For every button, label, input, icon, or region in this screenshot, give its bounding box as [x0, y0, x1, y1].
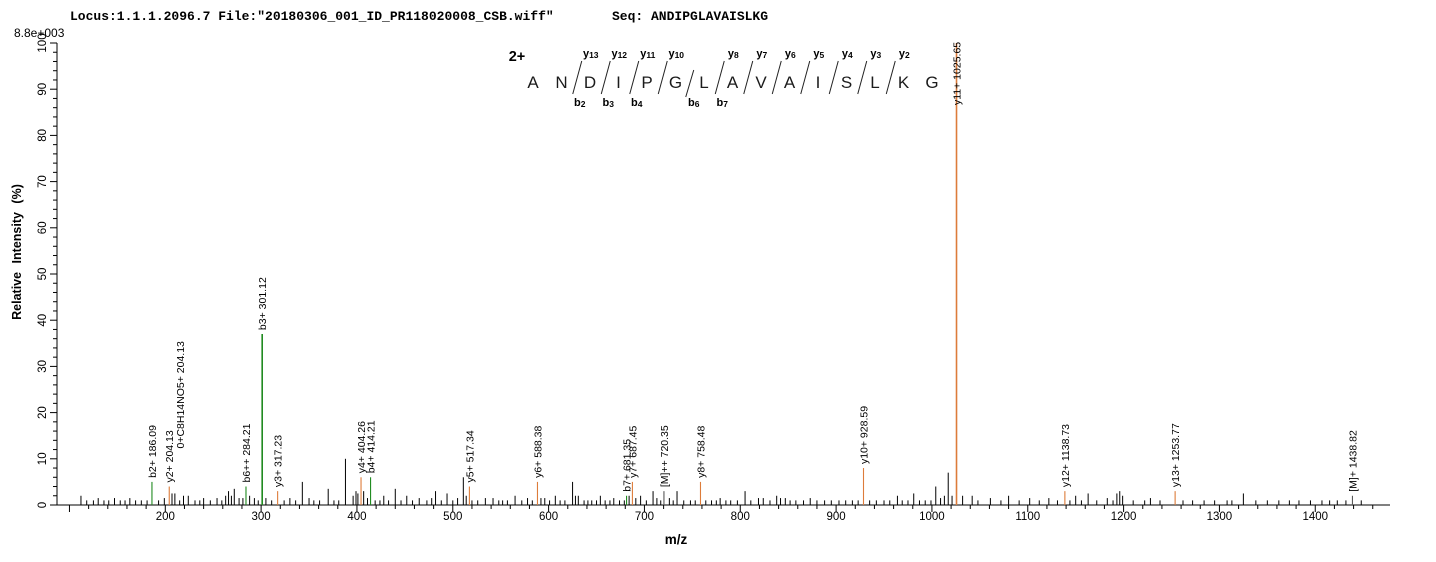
y-ion-label: y13 — [583, 48, 599, 60]
y-tick-label: 50 — [37, 268, 49, 281]
fragment-slash — [600, 60, 611, 95]
x-tick-label: 300 — [252, 511, 271, 523]
x-tick-label: 900 — [827, 511, 846, 523]
peak-label: y12+ 1138.73 — [1060, 424, 1072, 487]
peak-label: y4+ 404.26 — [356, 421, 368, 473]
y-tick-label: 90 — [37, 83, 49, 96]
y-tick-label: 20 — [37, 406, 49, 419]
y-axis-title: Relative Intensity (%) — [10, 184, 24, 320]
peak-label: y6+ 588.38 — [532, 425, 544, 477]
residue-letter: P — [641, 73, 652, 92]
x-tick-label: 700 — [635, 511, 654, 523]
y-ion-label: y12 — [611, 48, 627, 60]
y-ion-label: y11 — [640, 48, 655, 60]
peak-label: y13+ 1253.77 — [1170, 423, 1182, 487]
peak-label: b6++ 284.21 — [241, 423, 253, 482]
x-tick-label: 400 — [347, 511, 366, 523]
fragment-slash — [743, 60, 754, 95]
fragment-slash — [800, 60, 811, 95]
y-ion-label: y4 — [842, 48, 853, 60]
b-ion-label: b2 — [574, 97, 586, 109]
residue-letter: D — [584, 73, 596, 92]
sequence-header-label: Seq: ANDIPGLAVAISLKG — [612, 9, 768, 24]
x-axis-title: m/z — [665, 532, 688, 547]
axes: 0 10 20 30 40 50 60 70 80 90 100 200 300 400 500 600 700… — [37, 33, 1390, 523]
peak-label: [M]+ 1438.82 — [1347, 430, 1359, 492]
y-ion-label: y2 — [899, 48, 910, 60]
residue-letter: I — [816, 73, 821, 92]
y-tick-label: 10 — [37, 452, 49, 465]
y-ion-label: y7 — [756, 48, 767, 60]
x-tick-label: 1300 — [1207, 511, 1233, 523]
x-tick-label: 800 — [731, 511, 750, 523]
y-ion-label: y5 — [813, 48, 824, 60]
peak-label: b2+ 186.09 — [147, 425, 159, 478]
fragment-slash — [572, 60, 583, 95]
peak-labels: b2+ 186.09 y2+ 204.130+C8H14NO5+ 204.13 b6… — [147, 42, 1359, 492]
peaks — [80, 43, 1362, 505]
residue-letter: N — [555, 73, 567, 92]
fragment-slash — [629, 60, 640, 95]
peak-label: [M]++ 720.35 — [659, 425, 671, 487]
x-tick-label: 500 — [443, 511, 462, 523]
y-ion-label: y3 — [870, 48, 881, 60]
residue-letter: G — [925, 73, 938, 92]
peak-label: b4+ 414.21 — [366, 420, 378, 473]
intensity-scale-label: 8.8e+003 — [14, 26, 65, 40]
y-tick-label: 0 — [37, 502, 49, 508]
y-tick-label: 40 — [37, 314, 49, 327]
y-tick-label: 30 — [37, 360, 49, 373]
peak-label: 0+C8H14NO5+ 204.13 — [175, 341, 187, 449]
residue-letter: V — [755, 73, 767, 92]
residue-letter: K — [898, 73, 910, 92]
peak-label: y3+ 317.23 — [273, 435, 285, 487]
fragment-slash — [685, 69, 695, 98]
b-ion-label: b7 — [717, 97, 729, 109]
peak-label: b3+ 301.12 — [257, 277, 269, 330]
peak-label: y2+ 204.13 — [164, 430, 176, 482]
peak-label: y5+ 517.34 — [464, 430, 476, 482]
peak-label: b7+ 681.35 — [622, 439, 634, 492]
x-tick-label: 600 — [539, 511, 558, 523]
x-tick-label: 200 — [156, 511, 175, 523]
residue-letter: G — [669, 73, 682, 92]
fragment-slash — [885, 60, 896, 95]
residue-letter: S — [841, 73, 852, 92]
x-tick-label: 1000 — [919, 511, 945, 523]
x-tick-label: 1200 — [1111, 511, 1137, 523]
residue-letter: L — [870, 73, 879, 92]
b-ion-label: b4 — [631, 97, 643, 109]
y-tick-label: 80 — [37, 129, 49, 142]
peak-label: y10+ 928.59 — [858, 406, 870, 464]
residue-letter: I — [616, 73, 621, 92]
residue-letter: A — [527, 73, 539, 92]
y-ion-label: y8 — [728, 48, 739, 60]
y-ion-label: y6 — [785, 48, 796, 60]
fragment-slash — [828, 60, 839, 95]
b-ion-label: b3 — [603, 97, 615, 109]
y-tick-label: 100 — [37, 33, 49, 52]
locus-file-label: Locus:1.1.1.2096.7 File:"20180306_001_ID… — [70, 9, 554, 24]
b-ion-label: b6 — [688, 97, 700, 109]
y-tick-label: 60 — [37, 221, 49, 234]
fragment-slash — [714, 60, 725, 95]
charge-label: 2+ — [509, 49, 526, 65]
plot-area[interactable] — [57, 43, 1390, 505]
peak-label: y7+ 687.45 — [627, 425, 639, 477]
y-tick-label: 70 — [37, 175, 49, 188]
fragment-slash — [657, 60, 668, 95]
fragment-slash — [771, 60, 782, 95]
residue-letter: A — [784, 73, 796, 92]
residue-letter: L — [699, 73, 708, 92]
residue-letter: A — [727, 73, 739, 92]
x-tick-label: 1100 — [1015, 511, 1040, 523]
x-tick-label: 1400 — [1302, 511, 1328, 523]
fragment-slash — [857, 60, 868, 95]
y-ion-label: y10 — [668, 48, 684, 60]
peak-label: y8+ 758.48 — [695, 425, 707, 477]
peak-label: y11+ 1025.65 — [952, 42, 964, 105]
